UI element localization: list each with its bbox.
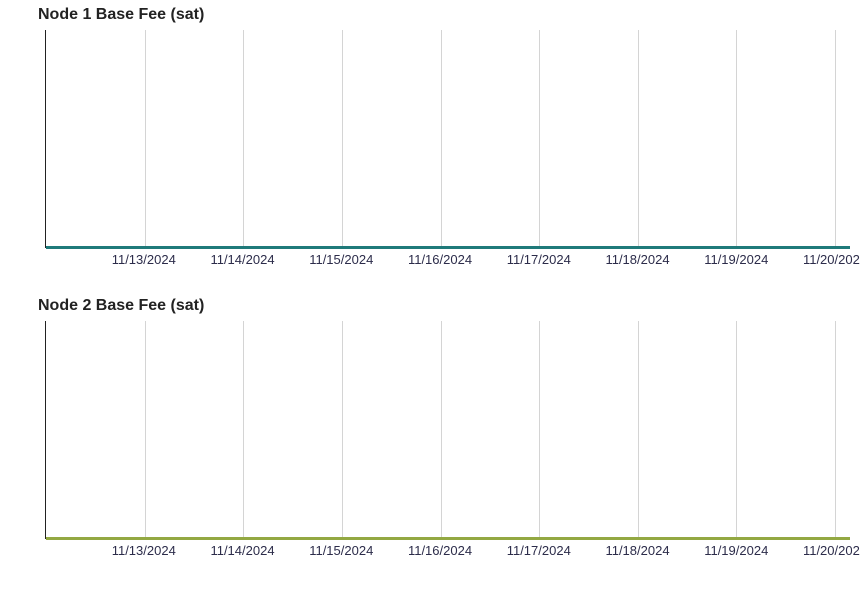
chart-block-node1: Node 1 Base Fee (sat) 11/13/2024 11/14/2… — [0, 6, 860, 291]
x-tick-label: 11/19/2024 — [704, 543, 768, 558]
x-tick-label: 11/17/2024 — [507, 543, 571, 558]
gridline — [243, 30, 244, 247]
axis-labels-node2: 11/13/2024 11/14/2024 11/15/2024 11/16/2… — [45, 539, 835, 565]
chart-title-node1: Node 1 Base Fee (sat) — [38, 6, 850, 24]
gridline — [736, 30, 737, 247]
gridline — [342, 30, 343, 247]
gridline — [835, 30, 836, 247]
x-tick-label: 11/16/2024 — [408, 252, 472, 267]
gridline — [539, 30, 540, 247]
x-tick-label: 11/13/2024 — [112, 543, 176, 558]
x-tick-label: 11/14/2024 — [210, 252, 274, 267]
x-tick-label: 11/18/2024 — [605, 543, 669, 558]
x-tick-label: 11/20/2024 — [803, 252, 860, 267]
x-tick-label: 11/16/2024 — [408, 543, 472, 558]
chart-area-node1 — [45, 30, 835, 248]
gridline — [441, 30, 442, 247]
gridline — [835, 321, 836, 538]
gridline — [145, 30, 146, 247]
chart-area-node2 — [45, 321, 835, 539]
gridline — [441, 321, 442, 538]
gridline — [736, 321, 737, 538]
x-tick-label: 11/19/2024 — [704, 252, 768, 267]
axis-labels-node1: 11/13/2024 11/14/2024 11/15/2024 11/16/2… — [45, 248, 835, 274]
x-tick-label: 11/20/2024 — [803, 543, 860, 558]
gridline — [638, 321, 639, 538]
gridline — [145, 321, 146, 538]
x-tick-label: 11/13/2024 — [112, 252, 176, 267]
x-tick-label: 11/18/2024 — [605, 252, 669, 267]
gridline — [539, 321, 540, 538]
x-tick-label: 11/17/2024 — [507, 252, 571, 267]
dashboard-page: Node 1 Base Fee (sat) 11/13/2024 11/14/2… — [0, 0, 860, 600]
gridline — [638, 30, 639, 247]
chart-block-node2: Node 2 Base Fee (sat) 11/13/2024 11/14/2… — [0, 297, 860, 582]
gridline — [342, 321, 343, 538]
x-tick-label: 11/15/2024 — [309, 252, 373, 267]
x-tick-label: 11/15/2024 — [309, 543, 373, 558]
chart-title-node2: Node 2 Base Fee (sat) — [38, 297, 850, 315]
x-tick-label: 11/14/2024 — [210, 543, 274, 558]
gridline — [243, 321, 244, 538]
